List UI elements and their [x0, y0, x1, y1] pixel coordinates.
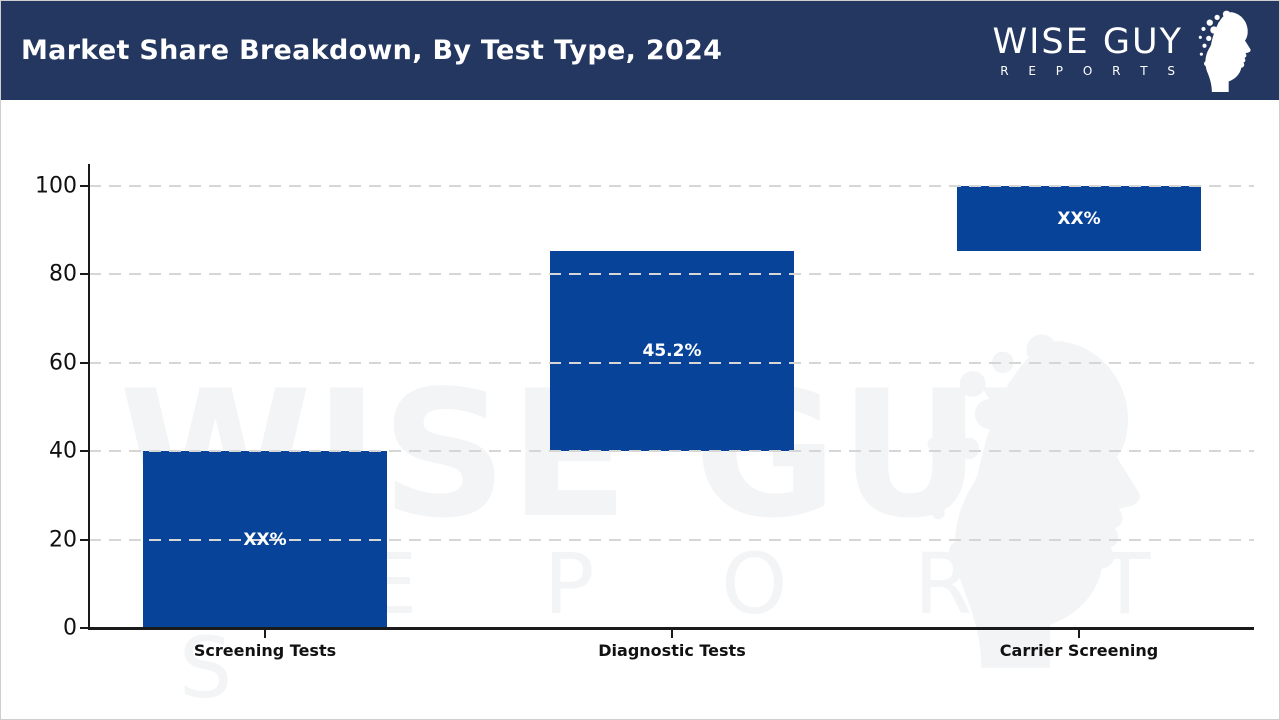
watermark-head-icon: [927, 334, 1140, 668]
bar-value-label: XX%: [243, 529, 287, 550]
wise-guy-logo: WISE GUY R E P O R T S: [992, 9, 1263, 93]
y-tick-label: 80: [49, 261, 77, 287]
y-axis: [88, 164, 90, 630]
logo-wordmark: WISE GUY: [992, 21, 1183, 62]
bar: [957, 186, 1201, 252]
bar: [550, 251, 794, 452]
y-tick-label: 60: [49, 350, 77, 376]
gridline: [89, 273, 1254, 276]
y-tick-mark: [80, 450, 89, 453]
x-tick-mark: [671, 630, 673, 638]
y-tick-label: 20: [49, 527, 77, 553]
y-tick-label: 40: [49, 438, 77, 464]
x-axis: [88, 627, 1254, 630]
bar-value-label: XX%: [1057, 208, 1101, 229]
category-label: Carrier Screening: [999, 641, 1159, 660]
gridline: [89, 361, 1254, 364]
category-label: Diagnostic Tests: [598, 641, 746, 660]
category-label: Screening Tests: [193, 641, 337, 660]
gridline: [89, 185, 1254, 187]
y-tick-mark: [80, 185, 89, 187]
logo-text: WISE GUY R E P O R T S: [992, 21, 1183, 78]
y-tick-label: 100: [35, 173, 77, 199]
gridline: [89, 538, 1254, 541]
bar-value-label: 45.2%: [642, 341, 702, 362]
y-tick-mark: [80, 538, 89, 541]
y-tick-label: 0: [63, 615, 77, 641]
gridline: [89, 450, 1254, 453]
logo-subtitle: R E P O R T S: [1000, 63, 1183, 78]
page-title: Market Share Breakdown, By Test Type, 20…: [21, 35, 723, 66]
plot-area: WISE GUY R E P O R T S 0 20 40 60 80 100 XX% Sc…: [1, 100, 1279, 719]
head-profile-icon: [1198, 10, 1251, 92]
header-bar: Market Share Breakdown, By Test Type, 20…: [1, 1, 1279, 100]
x-tick-mark: [264, 630, 266, 638]
y-tick-mark: [80, 361, 89, 364]
y-tick-mark: [80, 627, 89, 629]
y-tick-mark: [80, 273, 89, 276]
x-tick-mark: [1078, 630, 1080, 638]
